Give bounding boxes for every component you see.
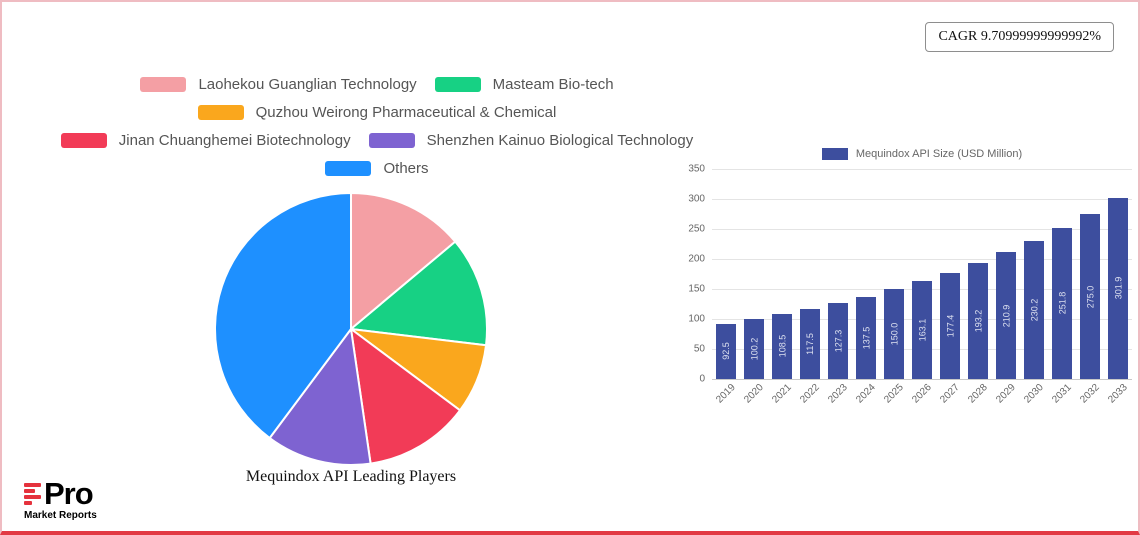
legend-label: Masteam Bio-tech [492,76,614,93]
y-axis-tick: 250 [688,223,705,235]
cagr-badge: CAGR 9.70999999999992% [925,22,1114,52]
cagr-text: CAGR 9.70999999999992% [938,29,1101,44]
bar-value-label: 92.5 [721,342,731,361]
bar-value-label: 163.1 [917,318,927,342]
legend-swatch [368,133,415,148]
gridline [712,379,1132,380]
bar-2031: 251.8 [1052,227,1072,379]
brand-logo: Pro Market Reports [24,476,97,522]
pie-slice [350,192,457,330]
legend-label: Others [383,160,429,177]
logo-bars-icon [24,482,41,505]
bar-2019: 92.5 [716,323,736,379]
legend-item: Others [325,160,429,177]
legend-swatch [60,133,107,148]
bar-legend-label: Mequindox API Size (USD Million) [855,148,1023,160]
bar-value-label: 251.8 [1057,292,1067,315]
legend-label: Quzhou Weirong Pharmaceutical & Chemical [255,104,557,121]
bar-value-label: 100.2 [749,337,759,361]
legend-item: Jinan Chuanghemei Biotechnology [60,132,351,149]
bar-2021: 108.5 [772,313,792,379]
legend-label: Shenzhen Kainuo Biological Technology [426,132,694,149]
bar-2032: 275.0 [1080,214,1100,379]
bar-legend-swatch [821,148,848,160]
bar-2023: 127.3 [828,302,848,379]
legend-swatch [434,77,481,92]
y-axis-tick: 50 [693,343,705,355]
bar-2022: 117.5 [800,308,820,379]
gridline [712,169,1132,170]
bar-value-label: 127.3 [833,329,843,353]
pie-slice [350,240,488,347]
legend-label: Jinan Chuanghemei Biotechnology [118,132,351,149]
y-axis-tick: 0 [699,373,705,385]
y-axis-tick: 200 [688,253,705,265]
bar-2020: 100.2 [744,318,764,379]
y-axis-tick: 100 [688,313,705,325]
logo-subtitle: Market Reports [24,510,97,522]
bar-value-label: 301.9 [1113,277,1123,300]
bar-value-label: 275.0 [1085,285,1095,308]
legend-swatch [140,77,187,92]
bar-2026: 163.1 [912,281,932,379]
bar-2033: 301.9 [1108,197,1128,379]
bar-value-label: 150.0 [889,322,899,346]
gridline [712,199,1132,200]
pie-title: Mequindox API Leading Players [245,468,457,485]
bar-2027: 177.4 [940,272,960,379]
bar-legend: Mequindox API Size (USD Million) [712,148,1132,160]
pie-legend: Laohekou Guanglian Technology Masteam Bio… [57,76,697,177]
bar-value-label: 117.5 [805,332,816,355]
y-axis-tick: 350 [688,163,705,175]
logo-title: Pro [44,476,94,511]
bar-value-label: 177.4 [945,314,955,338]
legend-swatch [325,161,372,176]
bar-value-label: 230.2 [1029,298,1039,322]
pie-slice [268,328,372,466]
bar-chart: 0 50 100 150 200 250 300 350 92.5 2019 100.2 2020 10… [688,164,1132,406]
bar-2025: 150.0 [884,289,904,379]
legend-item: Shenzhen Kainuo Biological Technology [368,132,694,149]
bar-value-label: 193.2 [973,309,983,333]
bar-value-label: 137.5 [861,326,871,350]
legend-item: Quzhou Weirong Pharmaceutical & Chemical [197,104,557,121]
bar-2028: 193.2 [968,263,988,379]
pie-chart [213,192,488,466]
gridline [712,229,1132,230]
legend-item: Masteam Bio-tech [434,76,614,93]
y-axis-tick: 300 [688,193,705,205]
bar-2030: 230.2 [1024,240,1044,379]
bar-2029: 210.9 [996,252,1016,379]
legend-swatch [197,105,244,120]
pie-slice [350,328,462,465]
bar-2024: 137.5 [856,296,876,379]
bar-value-label: 210.9 [1001,304,1011,327]
y-axis-tick: 150 [688,283,705,295]
pie-slice [213,192,352,440]
legend-item: Laohekou Guanglian Technology [140,76,417,93]
legend-label: Laohekou Guanglian Technology [198,76,417,93]
bar-value-label: 108.5 [777,335,787,358]
gridline [712,259,1132,260]
